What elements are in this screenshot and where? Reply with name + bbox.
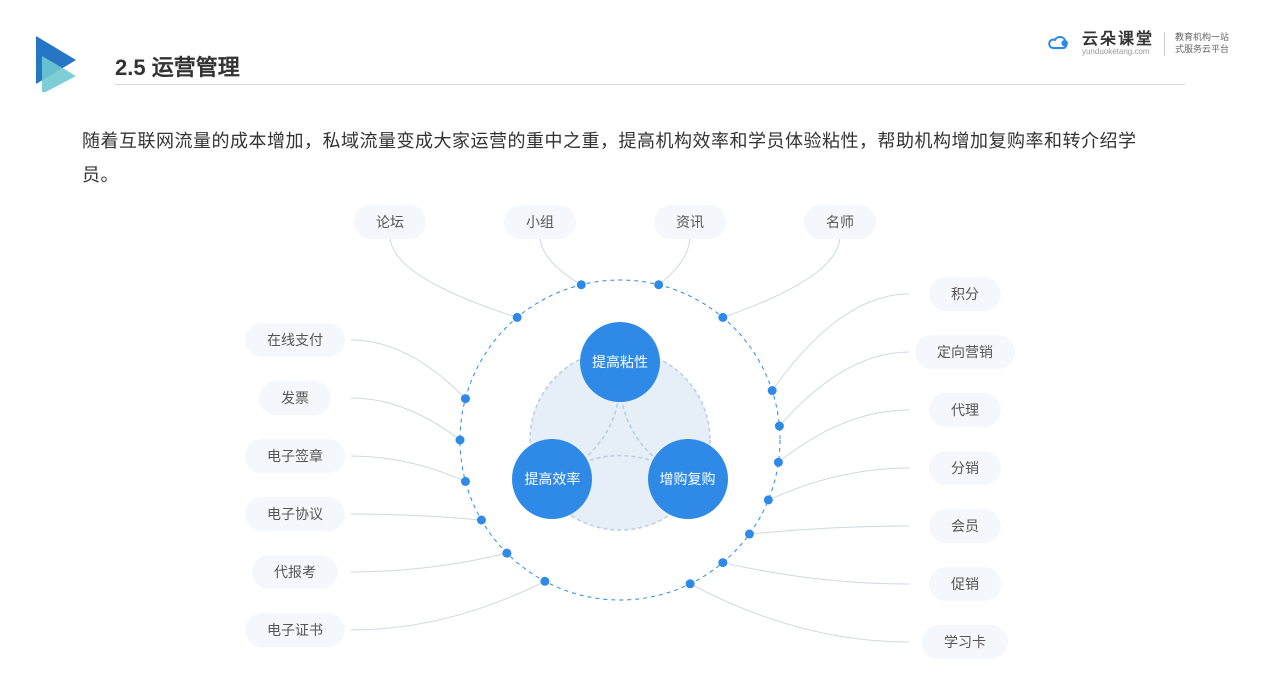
feature-pill: 代理 xyxy=(929,393,1001,427)
hub-node: 增购复购 xyxy=(648,439,728,519)
feature-pill: 代报考 xyxy=(252,555,338,589)
feature-pill: 电子协议 xyxy=(245,497,345,531)
feature-pill: 促销 xyxy=(929,567,1001,601)
hub-node: 提高效率 xyxy=(512,439,592,519)
feature-pill: 名师 xyxy=(804,205,876,239)
feature-pill: 学习卡 xyxy=(922,625,1008,659)
feature-pill: 小组 xyxy=(504,205,576,239)
feature-pill: 定向营销 xyxy=(915,335,1015,369)
feature-pill: 积分 xyxy=(929,277,1001,311)
feature-pill: 发票 xyxy=(259,381,331,415)
feature-pill: 分销 xyxy=(929,451,1001,485)
feature-pill: 资讯 xyxy=(654,205,726,239)
hub-node: 提高粘性 xyxy=(580,322,660,402)
feature-pill: 在线支付 xyxy=(245,323,345,357)
feature-pill: 电子签章 xyxy=(245,439,345,473)
feature-pill: 电子证书 xyxy=(245,613,345,647)
feature-pill: 论坛 xyxy=(354,205,426,239)
feature-pill: 会员 xyxy=(929,509,1001,543)
